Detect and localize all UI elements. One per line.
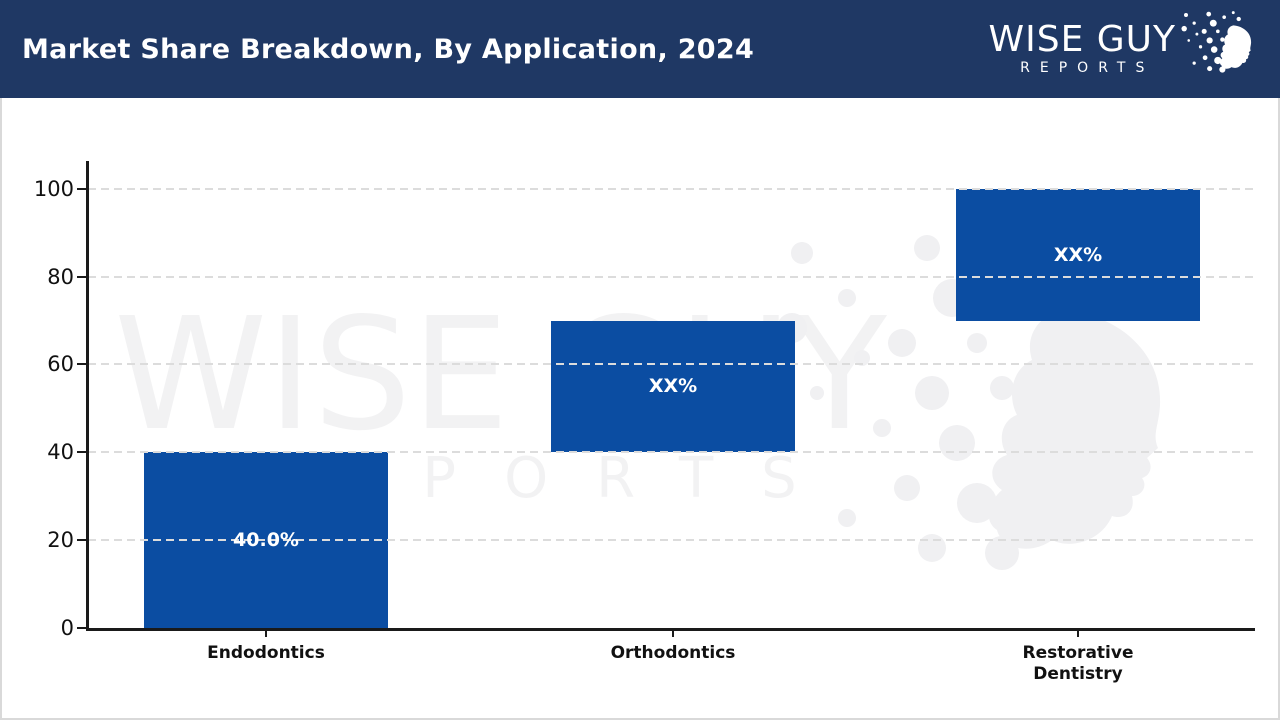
logo-wordmark: WISE GUY REPORTS	[989, 21, 1177, 77]
y-tick-80	[77, 275, 86, 278]
x-tick-2	[1077, 629, 1079, 637]
gridline-60	[88, 363, 1255, 366]
y-tick-0	[77, 627, 86, 629]
y-tick-label-40: 40	[47, 440, 74, 465]
gridline-20	[88, 539, 1255, 542]
bar-restorative-dentistry	[956, 188, 1200, 321]
y-tick-20	[77, 539, 86, 542]
x-category-label: Endodontics	[207, 643, 325, 663]
y-tick-label-100: 100	[33, 176, 74, 201]
logo-wordmark-line2: REPORTS	[1020, 60, 1155, 76]
chart-canvas: WISE GUY REPORTS 0 20 40 60 80 100 40.0% Endodo…	[0, 98, 1280, 720]
x-category-label: Restorative Dentistry	[1022, 643, 1134, 684]
x-axis	[86, 628, 1255, 631]
app-header: Market Share Breakdown, By Application, …	[0, 0, 1280, 98]
x-tick-1	[672, 629, 674, 637]
y-tick-label-60: 60	[47, 352, 74, 377]
bar-value-label: 40.0%	[233, 529, 299, 552]
gridline-80	[88, 275, 1255, 278]
y-tick-label-20: 20	[47, 528, 74, 553]
y-tick-100	[77, 187, 86, 190]
x-tick-0	[265, 629, 267, 637]
gridline-100	[88, 187, 1255, 190]
y-axis	[86, 161, 89, 630]
wiseguy-logo: WISE GUY REPORTS	[989, 9, 1255, 89]
page-title: Market Share Breakdown, By Application, …	[22, 33, 755, 65]
gridline-40	[88, 451, 1255, 454]
logo-face-icon	[1181, 11, 1252, 73]
y-tick-40	[77, 451, 86, 454]
bar-orthodontics	[551, 320, 795, 453]
bar-value-label: XX%	[1053, 243, 1103, 266]
bar-value-label: XX%	[648, 375, 698, 398]
y-tick-60	[77, 363, 86, 366]
logo-wordmark-line1: WISE GUY	[988, 19, 1176, 60]
y-tick-label-0: 0	[60, 616, 74, 640]
y-tick-label-80: 80	[47, 264, 74, 289]
x-category-label: Orthodontics	[610, 643, 736, 663]
